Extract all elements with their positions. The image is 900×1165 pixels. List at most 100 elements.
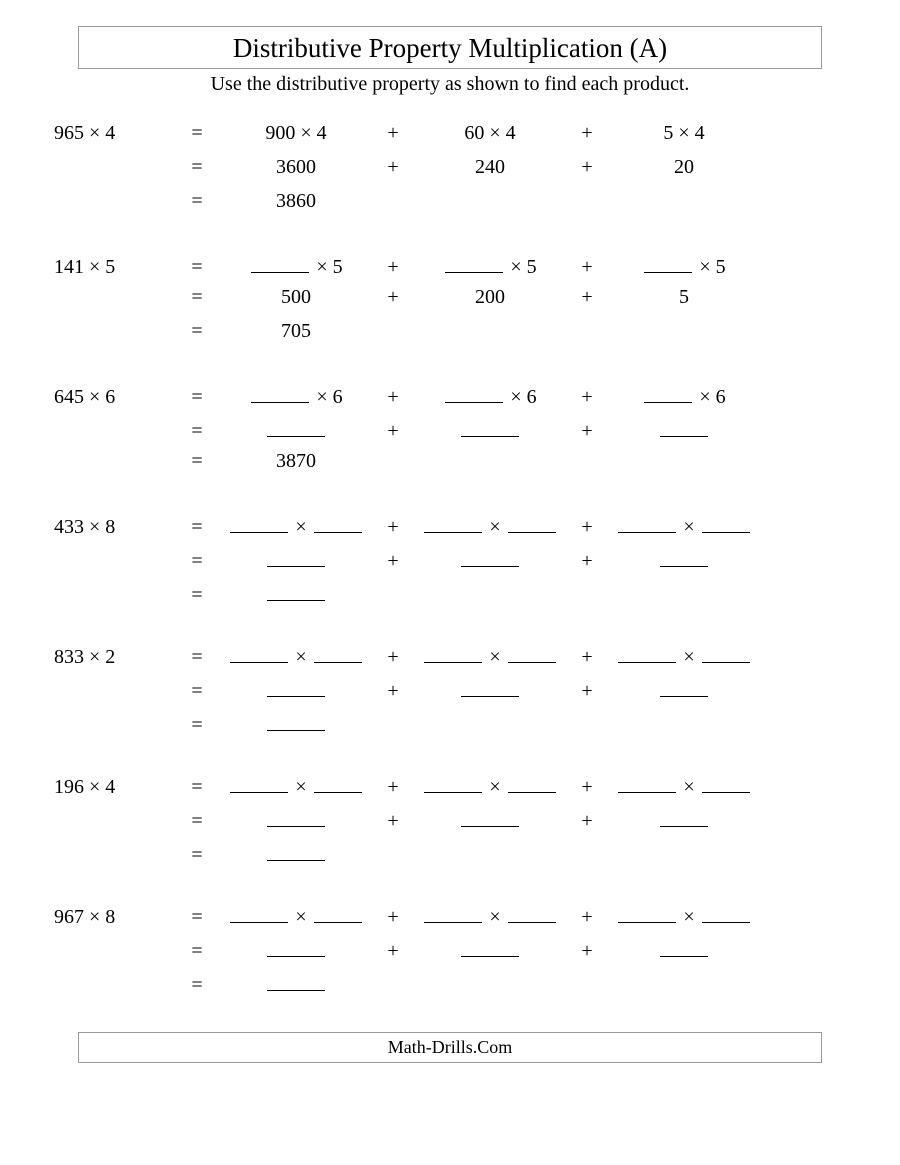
problem-row: =705: [50, 320, 850, 354]
equals-sign: =: [178, 122, 216, 145]
term: ×: [604, 512, 764, 539]
blank[interactable]: [702, 772, 750, 793]
blank[interactable]: [461, 936, 519, 957]
blank[interactable]: [267, 676, 325, 697]
blank[interactable]: [230, 772, 288, 793]
blank[interactable]: [424, 902, 482, 923]
blank[interactable]: [508, 902, 556, 923]
blank[interactable]: [230, 902, 288, 923]
term: [216, 806, 376, 833]
blank[interactable]: [660, 546, 708, 567]
term: [604, 806, 764, 833]
term: [216, 970, 376, 997]
plus-sign: +: [570, 420, 604, 443]
blank[interactable]: [461, 546, 519, 567]
equals-sign: =: [178, 810, 216, 833]
plus-sign: +: [570, 550, 604, 573]
blank[interactable]: [424, 772, 482, 793]
problem-expression: 967 × 8: [50, 906, 178, 929]
term: [410, 416, 570, 443]
plus-sign: +: [570, 906, 604, 929]
blank[interactable]: [618, 512, 676, 533]
blank[interactable]: [267, 936, 325, 957]
term: × 6: [410, 382, 570, 409]
blank[interactable]: [618, 902, 676, 923]
plus-sign: +: [376, 516, 410, 539]
blank[interactable]: [702, 902, 750, 923]
blank[interactable]: [424, 642, 482, 663]
term: [216, 676, 376, 703]
blank[interactable]: [267, 970, 325, 991]
blank[interactable]: [251, 382, 309, 403]
plus-sign: +: [376, 286, 410, 309]
problem: 141 × 5= × 5+ × 5+ × 5=500+200+5=705: [50, 252, 850, 354]
blank[interactable]: [314, 642, 362, 663]
blank[interactable]: [660, 806, 708, 827]
equals-sign: =: [178, 550, 216, 573]
blank[interactable]: [508, 642, 556, 663]
equals-sign: =: [178, 450, 216, 473]
blank[interactable]: [230, 642, 288, 663]
problem: 967 × 8= × + × + × =++=: [50, 902, 850, 1004]
blank[interactable]: [445, 252, 503, 273]
plus-sign: +: [570, 156, 604, 179]
plus-sign: +: [570, 386, 604, 409]
equals-sign: =: [178, 286, 216, 309]
blank[interactable]: [267, 710, 325, 731]
blank[interactable]: [314, 512, 362, 533]
blank[interactable]: [424, 512, 482, 533]
blank[interactable]: [251, 252, 309, 273]
term: [216, 580, 376, 607]
blank[interactable]: [267, 806, 325, 827]
term: ×: [604, 902, 764, 929]
problem-row: 433 × 8= × + × + ×: [50, 512, 850, 546]
problem-row: 965 × 4=900 × 4+60 × 4+5 × 4: [50, 122, 850, 156]
problems-container: 965 × 4=900 × 4+60 × 4+5 × 4=3600+240+20…: [50, 122, 850, 1004]
blank[interactable]: [660, 676, 708, 697]
blank[interactable]: [267, 580, 325, 601]
blank[interactable]: [644, 382, 692, 403]
blank[interactable]: [230, 512, 288, 533]
blank[interactable]: [267, 840, 325, 861]
plus-sign: +: [570, 776, 604, 799]
page-title: Distributive Property Multiplication (A): [79, 33, 821, 64]
term: × 5: [216, 252, 376, 279]
blank[interactable]: [618, 772, 676, 793]
blank[interactable]: [267, 546, 325, 567]
term: × 6: [216, 382, 376, 409]
blank[interactable]: [445, 382, 503, 403]
term: 200: [410, 286, 570, 309]
term: [410, 676, 570, 703]
blank[interactable]: [461, 416, 519, 437]
blank[interactable]: [644, 252, 692, 273]
blank[interactable]: [461, 806, 519, 827]
term: ×: [410, 772, 570, 799]
blank[interactable]: [508, 772, 556, 793]
problem-row: 196 × 4= × + × + ×: [50, 772, 850, 806]
term: [216, 710, 376, 737]
plus-sign: +: [376, 256, 410, 279]
blank[interactable]: [702, 642, 750, 663]
blank[interactable]: [314, 902, 362, 923]
blank[interactable]: [660, 936, 708, 957]
problem-row: 645 × 6= × 6+ × 6+ × 6: [50, 382, 850, 416]
plus-sign: +: [376, 386, 410, 409]
term: ×: [216, 512, 376, 539]
blank[interactable]: [508, 512, 556, 533]
blank[interactable]: [461, 676, 519, 697]
plus-sign: +: [376, 810, 410, 833]
term: [604, 416, 764, 443]
blank[interactable]: [618, 642, 676, 663]
term: [216, 416, 376, 443]
blank[interactable]: [660, 416, 708, 437]
blank[interactable]: [267, 416, 325, 437]
equals-sign: =: [178, 420, 216, 443]
blank[interactable]: [702, 512, 750, 533]
plus-sign: +: [570, 286, 604, 309]
term: [216, 936, 376, 963]
problem-expression: 965 × 4: [50, 122, 178, 145]
equals-sign: =: [178, 584, 216, 607]
term: 3860: [216, 190, 376, 213]
blank[interactable]: [314, 772, 362, 793]
plus-sign: +: [570, 810, 604, 833]
